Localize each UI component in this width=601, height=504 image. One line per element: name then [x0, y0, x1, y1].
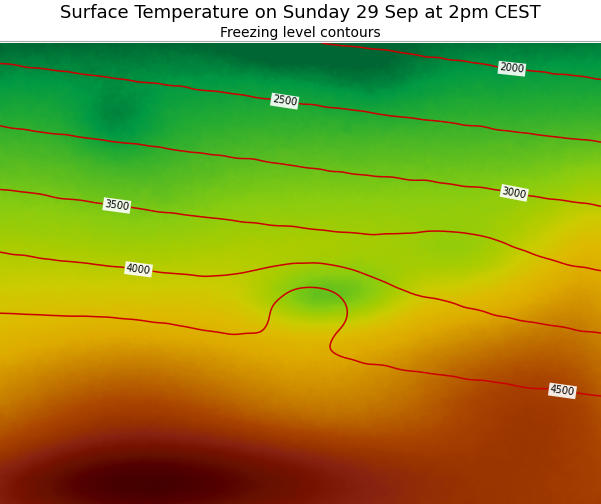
Text: 2000: 2000 [499, 62, 525, 75]
Text: 2500: 2500 [272, 94, 297, 108]
Text: Surface Temperature on Sunday 29 Sep at 2pm CEST: Surface Temperature on Sunday 29 Sep at … [60, 4, 541, 22]
Text: Freezing level contours: Freezing level contours [220, 26, 381, 40]
Text: 4500: 4500 [549, 384, 575, 398]
Text: 3000: 3000 [501, 185, 527, 200]
Text: 4000: 4000 [126, 263, 151, 276]
Text: 3500: 3500 [104, 199, 130, 212]
